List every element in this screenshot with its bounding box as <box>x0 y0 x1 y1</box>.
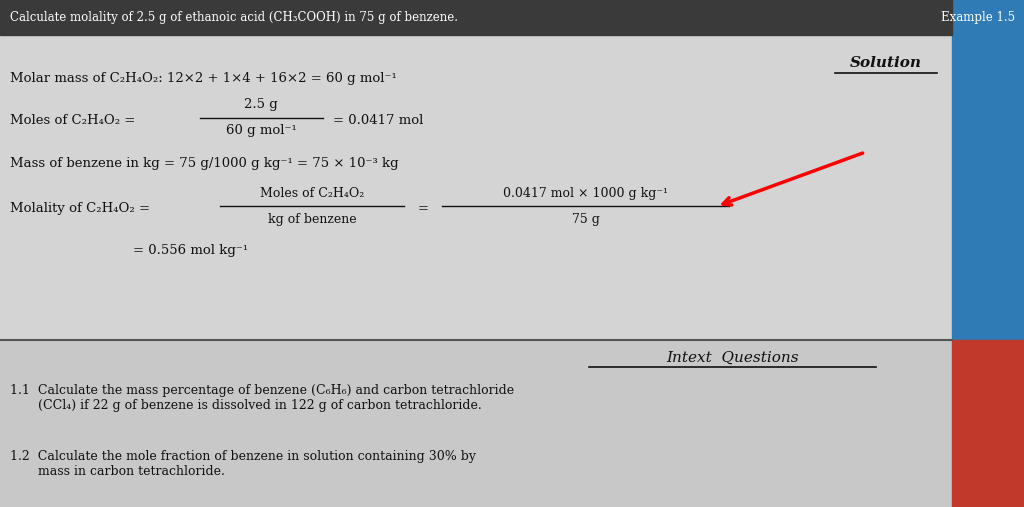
Text: Moles of C₂H₄O₂: Moles of C₂H₄O₂ <box>260 187 365 200</box>
Bar <box>952 340 1024 507</box>
Text: Example 1.5: Example 1.5 <box>941 11 1015 24</box>
Text: Molar mass of C₂H₄O₂: 12×2 + 1×4 + 16×2 = 60 g mol⁻¹: Molar mass of C₂H₄O₂: 12×2 + 1×4 + 16×2 … <box>10 72 397 85</box>
Text: Moles of C₂H₄O₂ =: Moles of C₂H₄O₂ = <box>10 114 135 127</box>
Text: =: = <box>418 202 429 215</box>
Text: Molality of C₂H₄O₂ =: Molality of C₂H₄O₂ = <box>10 202 151 215</box>
Text: 0.0417 mol × 1000 g kg⁻¹: 0.0417 mol × 1000 g kg⁻¹ <box>503 187 669 200</box>
Text: 1.1  Calculate the mass percentage of benzene (C₆H₆) and carbon tetrachloride
  : 1.1 Calculate the mass percentage of ben… <box>10 384 514 412</box>
Bar <box>0 340 952 507</box>
Text: = 0.556 mol kg⁻¹: = 0.556 mol kg⁻¹ <box>133 244 248 258</box>
Text: Mass of benzene in kg = 75 g/1000 g kg⁻¹ = 75 × 10⁻³ kg: Mass of benzene in kg = 75 g/1000 g kg⁻¹… <box>10 157 399 170</box>
Text: 2.5 g: 2.5 g <box>245 98 278 112</box>
Text: = 0.0417 mol: = 0.0417 mol <box>333 114 423 127</box>
Text: 1.2  Calculate the mole fraction of benzene in solution containing 30% by
      : 1.2 Calculate the mole fraction of benze… <box>10 450 476 478</box>
Text: Calculate molality of 2.5 g of ethanoic acid (CH₃COOH) in 75 g of benzene.: Calculate molality of 2.5 g of ethanoic … <box>10 11 459 24</box>
Text: Solution: Solution <box>850 56 922 70</box>
Bar <box>0 0 952 35</box>
Bar <box>952 0 1024 507</box>
Text: 75 g: 75 g <box>571 213 600 226</box>
Text: Intext  Questions: Intext Questions <box>666 350 799 365</box>
Text: 60 g mol⁻¹: 60 g mol⁻¹ <box>225 124 297 137</box>
Text: kg of benzene: kg of benzene <box>268 213 356 226</box>
